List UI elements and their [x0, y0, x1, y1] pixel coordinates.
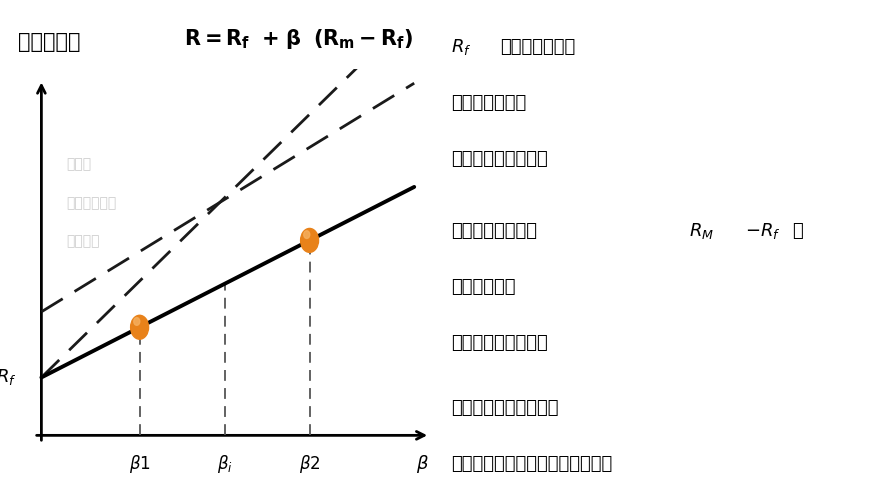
- Text: $\mathbf{R=R_f}$: $\mathbf{R=R_f}$: [184, 27, 251, 51]
- Text: $-R_f$: $-R_f$: [745, 221, 781, 241]
- Text: $\mathbf{+ \ \beta}$: $\mathbf{+ \ \beta}$: [261, 27, 300, 51]
- Ellipse shape: [131, 315, 149, 339]
- Text: 风险厌恶加强: 风险厌恶加强: [451, 278, 515, 296]
- Text: 某项投资系统风险增加: 某项投资系统风险增加: [451, 399, 558, 417]
- Text: 必要报酬率: 必要报酬率: [18, 32, 80, 52]
- Text: 中级财务管理: 中级财务管理: [66, 196, 117, 210]
- Text: 提高证券市场线斜率: 提高证券市场线斜率: [451, 334, 548, 352]
- Text: 侵权必究: 侵权必究: [66, 235, 100, 248]
- Text: 必要收益率将在证券市场线上移动: 必要收益率将在证券市场线上移动: [451, 455, 612, 473]
- Text: ）: ）: [792, 222, 803, 240]
- Text: $R_f$: $R_f$: [0, 368, 17, 388]
- Text: 证券市场线斜率（: 证券市场线斜率（: [451, 222, 537, 240]
- Text: 含有通货膨胀率: 含有通货膨胀率: [500, 38, 576, 56]
- Text: $\beta$: $\beta$: [415, 453, 428, 475]
- Text: $R_M$: $R_M$: [689, 221, 714, 241]
- Text: $\mathbf{(R_m - R_f)}$: $\mathbf{(R_m - R_f)}$: [313, 27, 413, 51]
- Text: 陈庆杰: 陈庆杰: [66, 157, 91, 171]
- Ellipse shape: [300, 228, 319, 252]
- Ellipse shape: [304, 231, 310, 239]
- Text: $R_f$: $R_f$: [451, 37, 471, 57]
- Text: 通货膨胀率越高: 通货膨胀率越高: [451, 94, 526, 112]
- Text: $\beta$2: $\beta$2: [299, 453, 321, 475]
- Text: $\beta$1: $\beta$1: [129, 453, 151, 475]
- Ellipse shape: [134, 318, 140, 325]
- Text: $\beta_i$: $\beta_i$: [216, 453, 232, 475]
- Text: 证券市场线向上平移: 证券市场线向上平移: [451, 150, 548, 168]
